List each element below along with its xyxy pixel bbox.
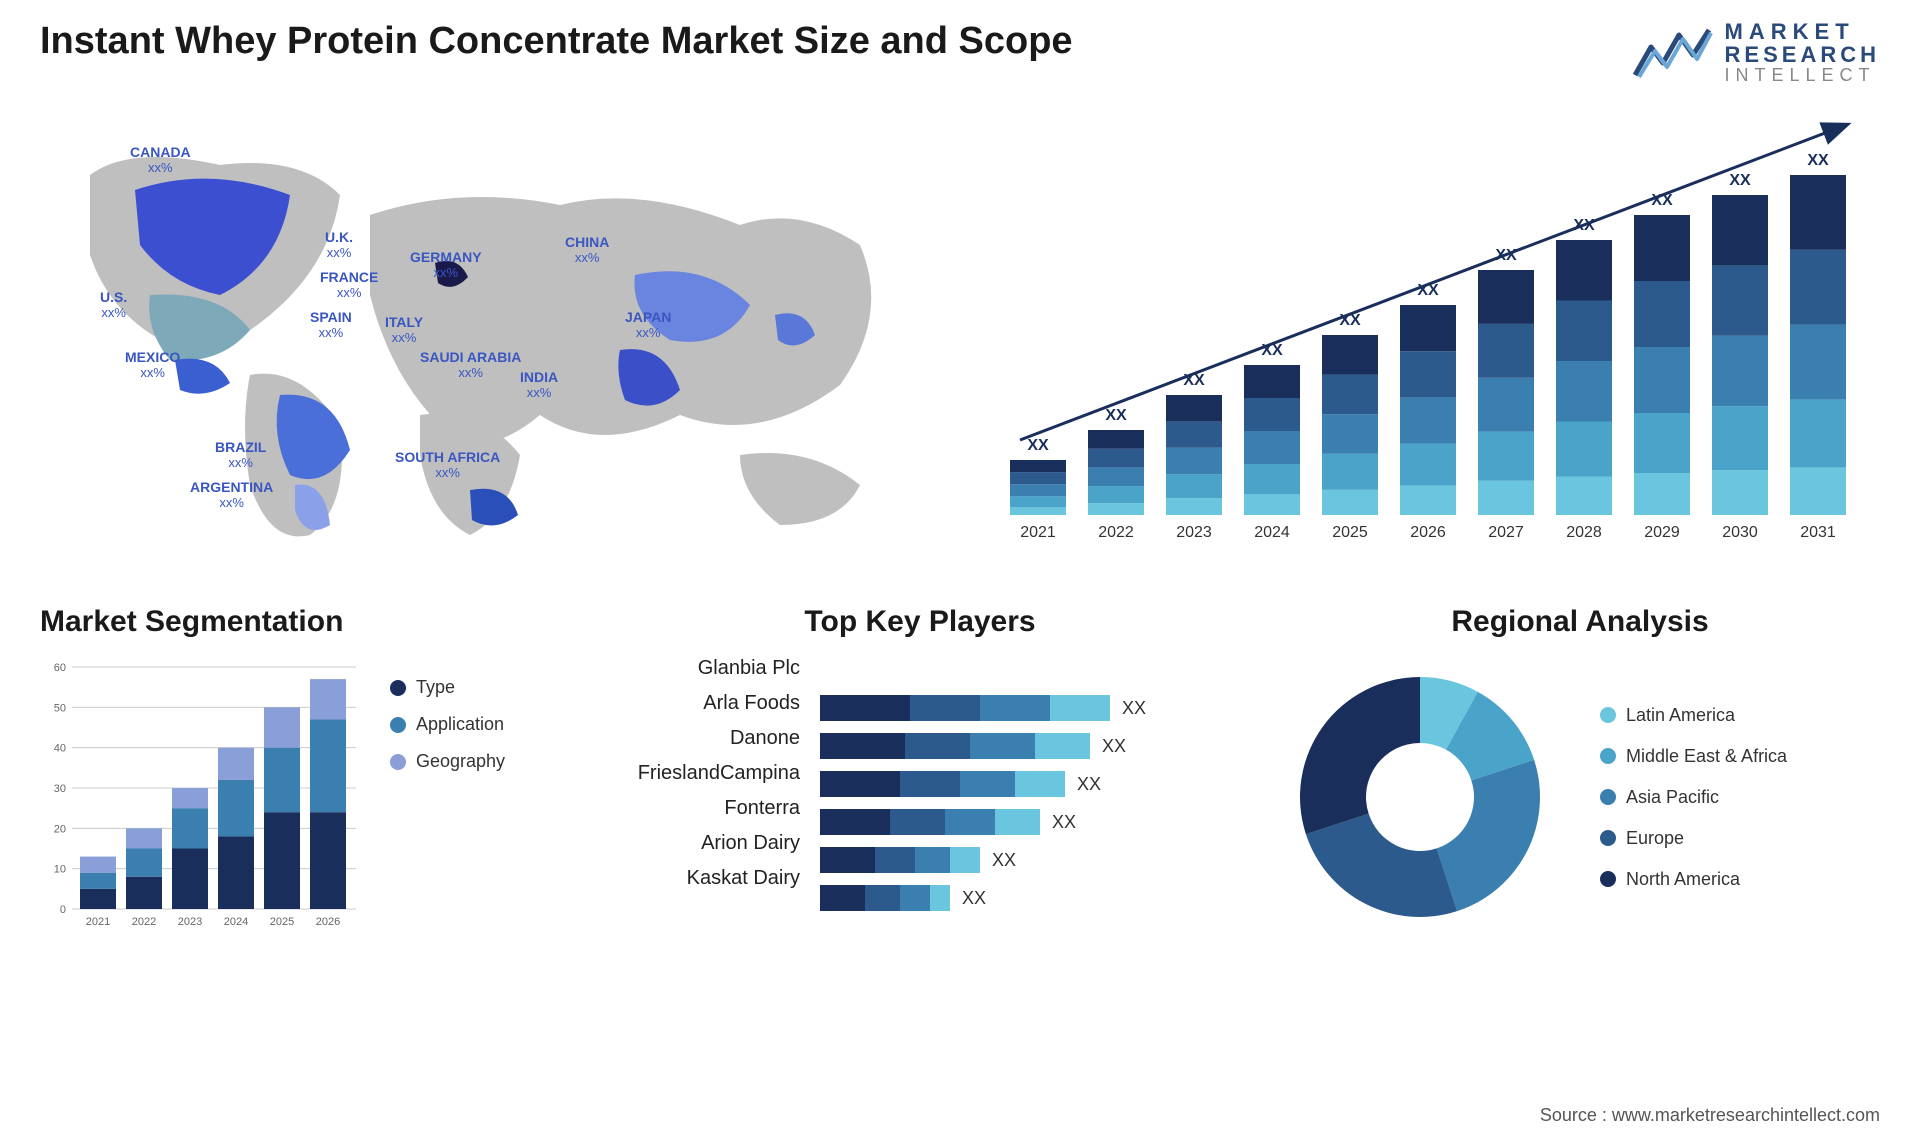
svg-text:2024: 2024 (1254, 524, 1290, 541)
legend-item: Type (390, 677, 505, 698)
map-label: JAPANxx% (625, 310, 671, 341)
player-name: Arla Foods (610, 692, 800, 715)
player-bar-row: XX (820, 847, 1230, 873)
logo-text-1: MARKET (1725, 20, 1880, 43)
player-name: FrieslandCampina (610, 762, 800, 785)
svg-text:2030: 2030 (1722, 524, 1758, 541)
map-label: CHINAxx% (565, 235, 609, 266)
player-name: Glanbia Plc (610, 657, 800, 680)
map-label: ITALYxx% (385, 315, 423, 346)
legend-item: Asia Pacific (1600, 787, 1787, 808)
regional-title: Regional Analysis (1280, 605, 1880, 639)
svg-text:2021: 2021 (86, 916, 110, 928)
map-label: CANADAxx% (130, 145, 191, 176)
logo-text-2: RESEARCH (1725, 43, 1880, 66)
player-name: Arion Dairy (610, 832, 800, 855)
svg-text:XX: XX (1807, 152, 1829, 169)
page-title: Instant Whey Protein Concentrate Market … (40, 20, 1073, 63)
key-players-title: Top Key Players (610, 605, 1230, 639)
legend-item: Latin America (1600, 705, 1787, 726)
regional-panel: Regional Analysis Latin America Middle Ea… (1280, 605, 1880, 937)
map-label: SAUDI ARABIAxx% (420, 350, 521, 381)
map-label: U.K.xx% (325, 230, 353, 261)
brand-logo: MARKET RESEARCH INTELLECT (1633, 20, 1880, 85)
player-bar-row: XX (820, 733, 1230, 759)
svg-text:2026: 2026 (316, 916, 340, 928)
svg-text:XX: XX (1027, 437, 1049, 454)
player-value: XX (1122, 698, 1146, 719)
segmentation-panel: Market Segmentation 0 10 20 30 40 50 60 2021 202… (40, 605, 560, 937)
svg-text:30: 30 (54, 783, 66, 795)
svg-text:2021: 2021 (1020, 524, 1056, 541)
legend-item: Europe (1600, 828, 1787, 849)
player-value: XX (962, 888, 986, 909)
map-label: MEXICOxx% (125, 350, 180, 381)
regional-donut (1280, 657, 1560, 937)
map-label: SOUTH AFRICAxx% (395, 450, 500, 481)
legend-item: Application (390, 714, 505, 735)
svg-text:2027: 2027 (1488, 524, 1524, 541)
player-value: XX (1102, 736, 1126, 757)
player-bar-row: XX (820, 695, 1230, 721)
segmentation-chart: 0 10 20 30 40 50 60 2021 2022 2023 2024 2025 2026 (40, 657, 360, 937)
regional-legend: Latin America Middle East & Africa Asia Pa… (1600, 705, 1787, 890)
svg-text:40: 40 (54, 743, 66, 755)
player-name: Kaskat Dairy (610, 867, 800, 890)
svg-text:2023: 2023 (1176, 524, 1212, 541)
main-bar-chart: XX2021XX2022XX2023XX2024XX2025XX2026XX20… (980, 115, 1880, 555)
player-value: XX (1077, 774, 1101, 795)
svg-text:20: 20 (54, 823, 66, 835)
key-player-names: Glanbia Plc Arla Foods Danone FrieslandCamp… (610, 657, 800, 911)
svg-text:2023: 2023 (178, 916, 202, 928)
player-bar-row (820, 657, 1230, 683)
svg-text:2024: 2024 (224, 916, 248, 928)
player-bar-row: XX (820, 885, 1230, 911)
svg-text:2028: 2028 (1566, 524, 1602, 541)
svg-text:XX: XX (1105, 407, 1127, 424)
map-label: GERMANYxx% (410, 250, 482, 281)
svg-text:50: 50 (54, 702, 66, 714)
world-map-icon (40, 115, 940, 555)
svg-text:2022: 2022 (132, 916, 156, 928)
svg-text:2029: 2029 (1644, 524, 1680, 541)
svg-text:2025: 2025 (270, 916, 294, 928)
map-label: ARGENTINAxx% (190, 480, 273, 511)
svg-text:60: 60 (54, 662, 66, 674)
legend-item: Geography (390, 751, 505, 772)
key-player-bars: XXXXXXXXXXXX (820, 657, 1230, 911)
player-name: Danone (610, 727, 800, 750)
map-label: U.S.xx% (100, 290, 127, 321)
legend-item: North America (1600, 869, 1787, 890)
logo-icon (1633, 25, 1713, 80)
player-value: XX (1052, 812, 1076, 833)
source-text: Source : www.marketresearchintellect.com (1540, 1105, 1880, 1126)
segmentation-title: Market Segmentation (40, 605, 560, 639)
key-players-panel: Top Key Players Glanbia Plc Arla Foods Dan… (610, 605, 1230, 937)
svg-text:0: 0 (60, 904, 66, 916)
segmentation-legend: Type Application Geography (390, 657, 505, 772)
svg-text:2022: 2022 (1098, 524, 1134, 541)
map-label: INDIAxx% (520, 370, 558, 401)
map-label: FRANCExx% (320, 270, 378, 301)
svg-text:2031: 2031 (1800, 524, 1836, 541)
legend-item: Middle East & Africa (1600, 746, 1787, 767)
svg-text:2025: 2025 (1332, 524, 1368, 541)
player-value: XX (992, 850, 1016, 871)
player-bar-row: XX (820, 809, 1230, 835)
map-label: SPAINxx% (310, 310, 352, 341)
svg-text:XX: XX (1729, 172, 1751, 189)
svg-text:2026: 2026 (1410, 524, 1446, 541)
map-label: BRAZILxx% (215, 440, 266, 471)
player-name: Fonterra (610, 797, 800, 820)
player-bar-row: XX (820, 771, 1230, 797)
world-map-panel: CANADAxx% U.S.xx% MEXICOxx% BRAZILxx% ARGENT… (40, 115, 940, 555)
logo-text-3: INTELLECT (1725, 66, 1880, 85)
svg-text:10: 10 (54, 864, 66, 876)
